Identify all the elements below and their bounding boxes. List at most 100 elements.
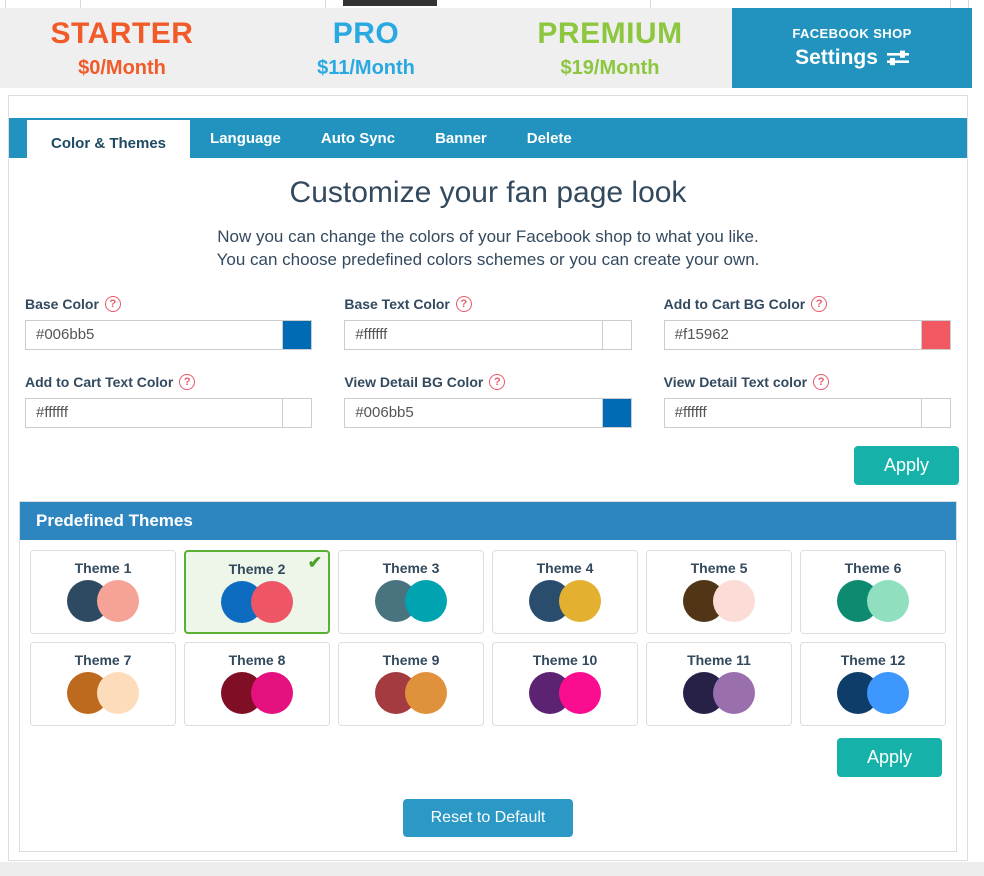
field-addtocart-bg-color: Add to Cart BG Color ? bbox=[663, 295, 951, 350]
theme-card-6[interactable]: Theme 6 bbox=[800, 549, 946, 634]
theme-card-1[interactable]: Theme 1 bbox=[30, 549, 176, 634]
predefined-themes-panel: Predefined Themes Theme 1 ✔ Theme 2 Them… bbox=[19, 500, 957, 852]
help-icon[interactable]: ? bbox=[455, 295, 472, 312]
pricing-bar: STARTER $0/Month PRO $11/Month PREMIUM $… bbox=[0, 8, 972, 88]
theme-color-2 bbox=[97, 579, 139, 622]
plan-starter[interactable]: STARTER $0/Month bbox=[0, 8, 244, 88]
base-text-color-input[interactable] bbox=[345, 320, 602, 349]
column-divider bbox=[325, 0, 326, 8]
tab-language[interactable]: Language bbox=[210, 129, 281, 147]
field-label: Base Color bbox=[25, 295, 99, 312]
theme-card-8[interactable]: Theme 8 bbox=[184, 641, 330, 726]
theme-name: Theme 3 bbox=[382, 559, 440, 576]
settings-tabbar: Color & Themes Language Auto Sync Banner… bbox=[9, 118, 967, 166]
plan-price: $19/Month bbox=[560, 56, 660, 79]
theme-name: Theme 2 bbox=[228, 560, 286, 577]
field-addtocart-text-color: Add to Cart Text Color ? bbox=[25, 373, 313, 428]
column-divider bbox=[5, 0, 6, 8]
sliders-icon bbox=[886, 50, 909, 66]
color-fields-grid: Base Color ? Base Text Color ? Add to Ca… bbox=[25, 295, 951, 428]
theme-card-12[interactable]: Theme 12 bbox=[800, 641, 946, 726]
theme-color-2 bbox=[867, 579, 909, 622]
plan-name: PRO bbox=[332, 16, 400, 50]
settings-panel-label: Settings bbox=[795, 46, 878, 69]
field-label: Base Text Color bbox=[344, 295, 450, 312]
column-divider bbox=[950, 0, 951, 8]
column-divider bbox=[80, 0, 81, 8]
theme-name: Theme 8 bbox=[228, 651, 286, 668]
reset-to-default-button[interactable]: Reset to Default bbox=[402, 798, 574, 837]
theme-color-2 bbox=[251, 580, 293, 623]
theme-card-9[interactable]: Theme 9 bbox=[338, 641, 484, 726]
addtocart-bg-color-input[interactable] bbox=[664, 320, 921, 349]
column-divider bbox=[968, 0, 969, 8]
theme-name: Theme 7 bbox=[74, 651, 132, 668]
color-swatch[interactable] bbox=[601, 398, 631, 427]
theme-card-2[interactable]: ✔ Theme 2 bbox=[184, 549, 330, 634]
theme-color-2 bbox=[97, 671, 139, 714]
settings-panel-title: FACEBOOK SHOP bbox=[792, 26, 912, 41]
field-viewdetail-text-color: View Detail Text color ? bbox=[663, 373, 951, 428]
color-swatch[interactable] bbox=[921, 320, 950, 349]
help-icon[interactable]: ? bbox=[813, 373, 830, 390]
theme-name: Theme 6 bbox=[844, 559, 902, 576]
apply-theme-button[interactable]: Apply bbox=[836, 737, 942, 777]
page-title: Customize your fan page look bbox=[289, 176, 687, 209]
help-icon[interactable]: ? bbox=[489, 373, 506, 390]
theme-name: Theme 11 bbox=[687, 651, 751, 668]
theme-name: Theme 4 bbox=[536, 559, 594, 576]
page-bottom-margin bbox=[0, 862, 984, 876]
color-swatch[interactable] bbox=[282, 320, 312, 349]
addtocart-text-color-input[interactable] bbox=[26, 398, 283, 427]
theme-card-7[interactable]: Theme 7 bbox=[30, 641, 176, 726]
theme-card-11[interactable]: Theme 11 bbox=[646, 641, 792, 726]
field-label: Add to Cart BG Color bbox=[663, 295, 806, 312]
help-icon[interactable]: ? bbox=[811, 295, 828, 312]
themes-grid: Theme 1 ✔ Theme 2 Theme 3 Theme 4 Theme … bbox=[20, 540, 956, 736]
theme-color-2 bbox=[251, 671, 293, 714]
viewdetail-bg-color-input[interactable] bbox=[345, 398, 602, 427]
theme-card-10[interactable]: Theme 10 bbox=[492, 641, 638, 726]
tab-color-themes[interactable]: Color & Themes bbox=[27, 120, 191, 166]
page-top-remnant bbox=[0, 0, 984, 8]
theme-card-3[interactable]: Theme 3 bbox=[338, 549, 484, 634]
color-swatch[interactable] bbox=[601, 320, 631, 349]
theme-color-2 bbox=[559, 671, 601, 714]
column-divider bbox=[650, 0, 651, 8]
color-swatch[interactable] bbox=[921, 398, 950, 427]
field-base-text-color: Base Text Color ? bbox=[344, 295, 632, 350]
theme-color-2 bbox=[405, 671, 447, 714]
color-swatch[interactable] bbox=[282, 398, 312, 427]
plan-name: STARTER bbox=[50, 16, 194, 50]
theme-card-4[interactable]: Theme 4 bbox=[492, 549, 638, 634]
tab-delete[interactable]: Delete bbox=[526, 129, 572, 147]
plan-price: $11/Month bbox=[317, 56, 415, 79]
theme-name: Theme 5 bbox=[690, 559, 748, 576]
theme-name: Theme 12 bbox=[840, 651, 906, 668]
subtitle-line: You can choose predefined colors schemes… bbox=[216, 249, 760, 269]
tab-auto-sync[interactable]: Auto Sync bbox=[320, 129, 396, 147]
help-icon[interactable]: ? bbox=[179, 373, 196, 390]
theme-color-2 bbox=[405, 579, 447, 622]
plan-pro[interactable]: PRO $11/Month bbox=[244, 8, 488, 88]
theme-color-2 bbox=[559, 579, 601, 622]
plan-premium[interactable]: PREMIUM $19/Month bbox=[488, 8, 732, 88]
page-subtitle: Now you can change the colors of your Fa… bbox=[9, 226, 967, 272]
help-icon[interactable]: ? bbox=[104, 295, 121, 312]
plan-name: PREMIUM bbox=[537, 16, 683, 50]
theme-name: Theme 9 bbox=[382, 651, 440, 668]
check-icon: ✔ bbox=[307, 552, 322, 572]
theme-name: Theme 10 bbox=[532, 651, 598, 668]
facebook-shop-settings-button[interactable]: FACEBOOK SHOP Settings bbox=[732, 8, 972, 88]
apply-colors-button[interactable]: Apply bbox=[853, 445, 959, 485]
theme-color-2 bbox=[713, 579, 755, 622]
theme-card-5[interactable]: Theme 5 bbox=[646, 549, 792, 634]
field-label: View Detail Text color bbox=[663, 373, 808, 390]
theme-name: Theme 1 bbox=[74, 559, 132, 576]
base-color-input[interactable] bbox=[26, 320, 283, 349]
viewdetail-text-color-input[interactable] bbox=[664, 398, 921, 427]
tab-banner[interactable]: Banner bbox=[435, 129, 487, 147]
active-tab-remnant bbox=[343, 0, 437, 6]
field-label: Add to Cart Text Color bbox=[25, 373, 174, 390]
subtitle-line: Now you can change the colors of your Fa… bbox=[217, 227, 759, 246]
